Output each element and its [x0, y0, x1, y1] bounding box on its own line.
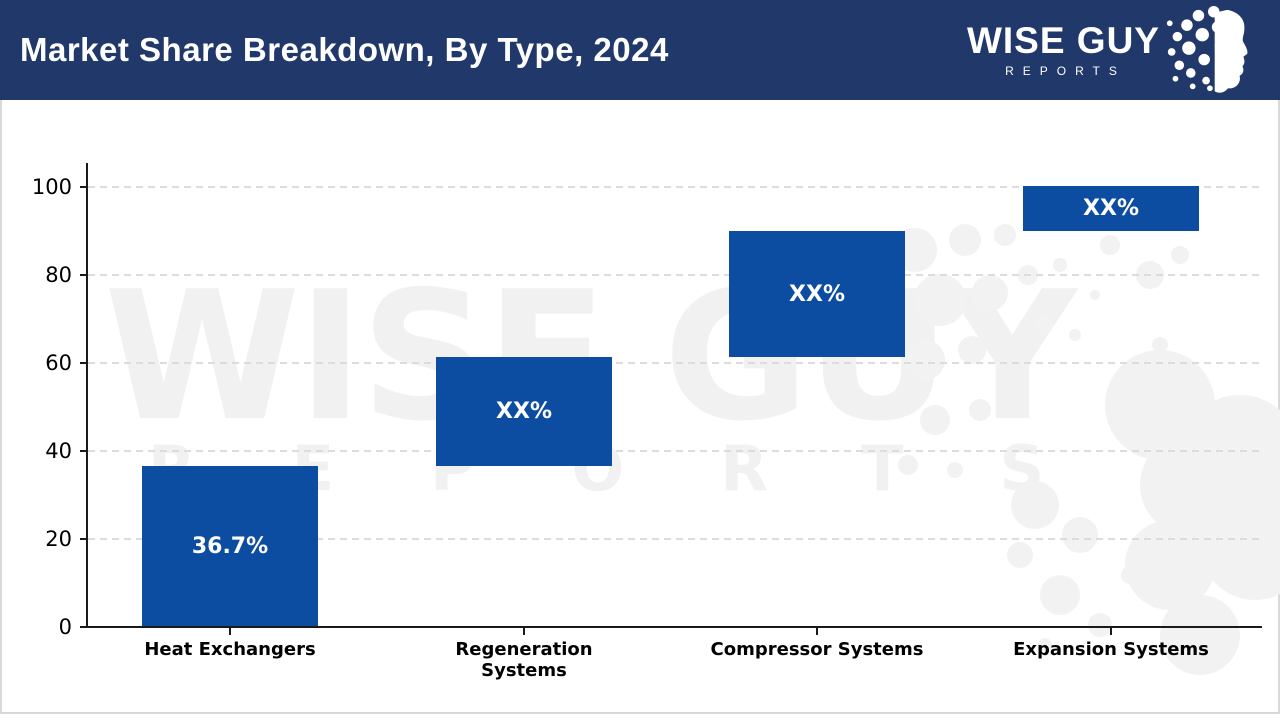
y-tick-mark-40 — [80, 450, 88, 452]
watermark-face-dots — [893, 224, 1280, 675]
logo-wordmark: WISE GUY REPORTS — [967, 22, 1160, 78]
page-title: Market Share Breakdown, By Type, 2024 — [20, 31, 669, 68]
logo-wordmark-sub: REPORTS — [1005, 64, 1126, 78]
x-tick-mark-2 — [816, 628, 818, 635]
x-category-label-0: Heat Exchangers — [144, 639, 316, 660]
y-tick-mark-20 — [80, 538, 88, 540]
y-tick-label-0: 0 — [58, 615, 72, 639]
logo-wordmark-main: WISE GUY — [966, 20, 1160, 61]
x-tick-mark-3 — [1110, 628, 1112, 635]
bar-value-label: XX% — [1083, 196, 1139, 222]
chart-area-frame — [0, 100, 1280, 714]
x-category-label-3: Expansion Systems — [1013, 639, 1209, 660]
bar-value-label: XX% — [789, 281, 845, 307]
y-tick-mark-60 — [80, 362, 88, 364]
y-tick-label-60: 60 — [45, 351, 72, 375]
x-tick-mark-1 — [523, 628, 525, 635]
y-tick-mark-80 — [80, 274, 88, 276]
x-category-label-1: Regeneration Systems — [455, 639, 593, 681]
gridline-100 — [88, 186, 1262, 188]
y-axis-line — [86, 163, 88, 628]
y-tick-label-20: 20 — [45, 527, 72, 551]
gridline-60 — [88, 362, 1262, 364]
y-tick-label-100: 100 — [31, 175, 72, 199]
bar-regeneration-systems: XX% — [436, 356, 612, 466]
gridline-40 — [88, 450, 1262, 452]
gridline-20 — [88, 538, 1262, 540]
header-bar: Market Share Breakdown, By Type, 2024 WI… — [0, 0, 1280, 100]
bar-compressor-systems: XX% — [729, 231, 905, 357]
y-tick-label-80: 80 — [45, 263, 72, 287]
bar-expansion-systems: XX% — [1023, 186, 1199, 232]
wiseguy-logo: WISE GUY REPORTS — [967, 4, 1252, 96]
y-tick-mark-0 — [80, 626, 88, 628]
bar-heat-exchangers: 36.7% — [142, 465, 318, 627]
y-tick-mark-100 — [80, 186, 88, 188]
bar-value-label: XX% — [496, 398, 552, 424]
logo-face-icon — [1166, 6, 1248, 93]
x-tick-mark-0 — [229, 628, 231, 635]
gridline-80 — [88, 274, 1262, 276]
x-axis-line — [86, 626, 1262, 628]
x-category-label-2: Compressor Systems — [710, 639, 924, 660]
y-tick-label-40: 40 — [45, 439, 72, 463]
bar-value-label: 36.7% — [191, 533, 269, 559]
